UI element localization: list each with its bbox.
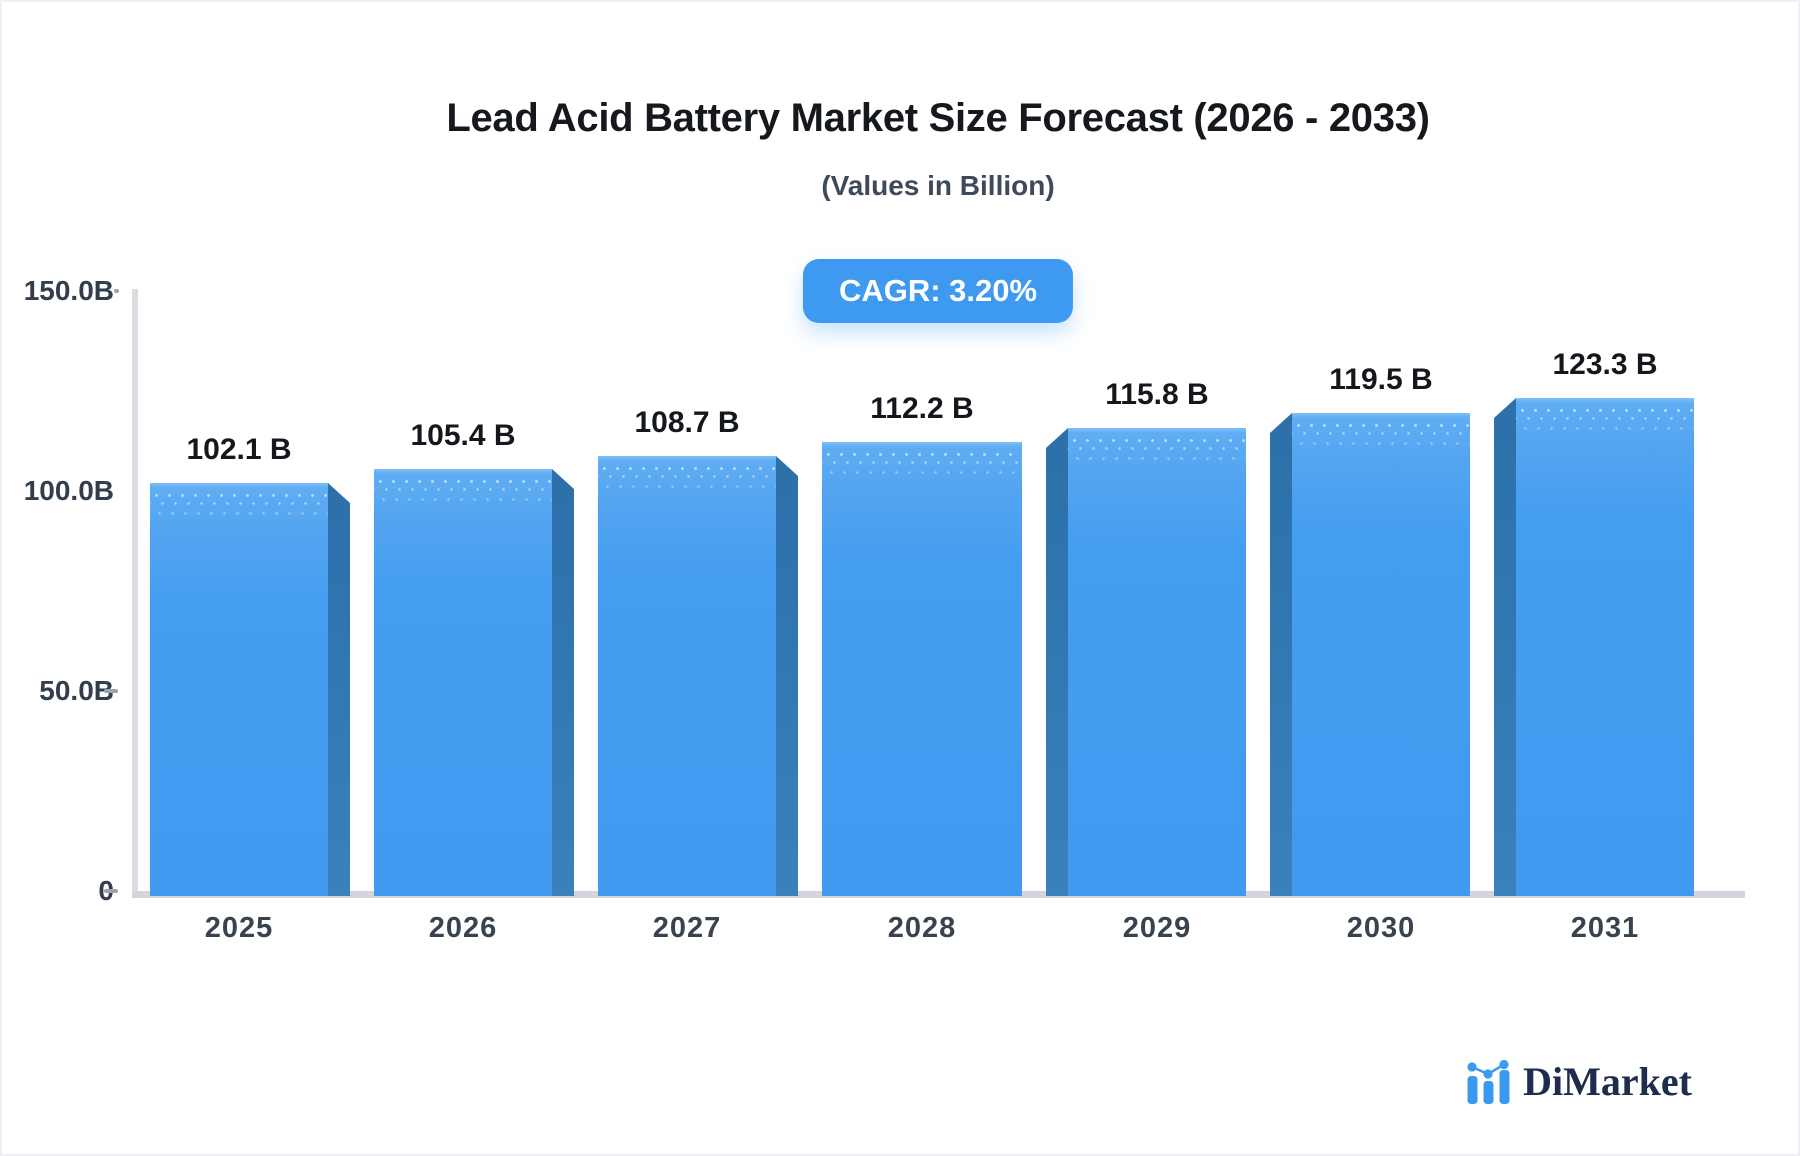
x-axis-label: 2030	[1346, 912, 1416, 944]
bar	[1494, 398, 1694, 896]
x-axis-label: 2027	[652, 912, 722, 944]
bar	[1046, 428, 1246, 896]
bar-column: 112.2 B 2028	[822, 296, 1022, 944]
x-axis-label: 2028	[887, 912, 957, 944]
bar-value-label: 102.1 B	[186, 433, 292, 466]
bar-front-face	[822, 442, 1022, 896]
bar-column: 105.4 B 2026	[374, 296, 574, 944]
bar	[150, 483, 350, 896]
bar-front-face	[598, 456, 776, 896]
bar-side-face	[328, 483, 350, 896]
bar-side-face	[1046, 428, 1068, 896]
bar-front-face	[374, 469, 552, 896]
y-axis-tick	[104, 689, 118, 693]
y-axis-label: 100.0B	[23, 475, 114, 506]
y-axis-line	[132, 289, 138, 898]
y-axis-label: 0	[10, 875, 114, 907]
bar-value-label: 123.3 B	[1552, 348, 1658, 381]
bar	[822, 442, 1022, 896]
cagr-badge: CAGR: 3.20%	[802, 259, 1074, 323]
bar-column: 102.1 B 2025	[150, 296, 350, 944]
bar-column: 115.8 B 2029	[1046, 296, 1246, 944]
bar-front-face	[1292, 413, 1470, 896]
x-axis-label: 2025	[204, 912, 274, 944]
bars-area: 102.1 B 2025 105.4 B 2026 108.7 B 2027 112.2 B…	[150, 296, 1694, 944]
chart-title: Lead Acid Battery Market Size Forecast (…	[446, 96, 1430, 140]
x-axis-label: 2026	[428, 912, 498, 944]
x-axis-label: 2031	[1570, 912, 1640, 944]
y-axis-label: 150.0B	[23, 275, 114, 306]
bar-side-face	[1270, 413, 1292, 896]
bar-value-label: 108.7 B	[634, 406, 740, 439]
chart-subtitle: (Values in Billion)	[821, 170, 1055, 201]
bar	[598, 456, 798, 896]
bar	[374, 469, 574, 896]
bar-column: 108.7 B 2027	[598, 296, 798, 944]
y-axis-tick	[104, 889, 118, 893]
bar-value-label: 112.2 B	[870, 392, 974, 425]
bar-value-label: 115.8 B	[1105, 378, 1209, 411]
bar-chart-trend-icon	[1467, 1059, 1511, 1104]
bar-side-face	[552, 469, 574, 896]
bar-column: 119.5 B 2030	[1270, 296, 1470, 944]
bar-front-face	[150, 483, 328, 896]
bar-value-label: 119.5 B	[1329, 363, 1433, 396]
y-axis-label: 50.0B	[39, 675, 114, 706]
y-axis-tick	[114, 289, 119, 293]
bar-side-face	[1494, 398, 1516, 896]
logo-text: DiMarket	[1523, 1059, 1692, 1104]
bar-front-face	[1068, 428, 1246, 896]
bar-column: 123.3 B 2031	[1494, 296, 1694, 944]
bar-front-face	[1516, 398, 1694, 896]
bar-value-label: 105.4 B	[410, 419, 516, 452]
x-axis-label: 2029	[1122, 912, 1192, 944]
bar-side-face	[776, 456, 798, 896]
dimarket-logo-link[interactable]: DiMarket	[1467, 1059, 1692, 1104]
bar	[1270, 413, 1470, 896]
